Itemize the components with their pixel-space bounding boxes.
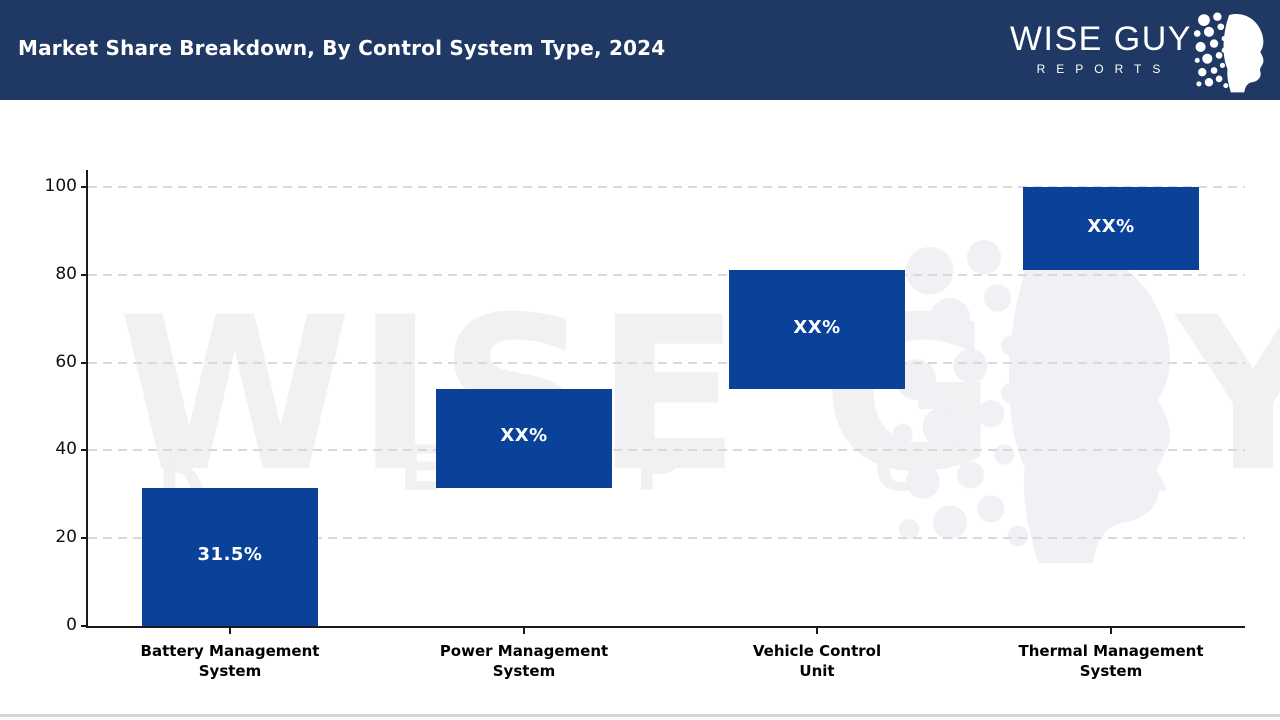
category-label-3: Vehicle Control Unit <box>697 641 937 682</box>
y-tick-40 <box>81 449 88 452</box>
y-tick-label-80: 80 <box>55 263 77 284</box>
x-tick-4 <box>1110 628 1112 634</box>
bar-4 <box>1023 187 1199 271</box>
category-label-2: Power Management System <box>404 641 644 682</box>
bar-3 <box>729 270 905 389</box>
x-tick-1 <box>229 628 231 634</box>
bottom-divider <box>0 714 1280 717</box>
y-tick-80 <box>81 273 88 276</box>
y-axis-line <box>86 170 88 628</box>
category-label-line: System <box>492 662 556 681</box>
header-bar: Market Share Breakdown, By Control Syste… <box>0 0 1280 100</box>
y-tick-20 <box>81 537 88 540</box>
y-tick-60 <box>81 361 88 364</box>
x-tick-2 <box>523 628 525 634</box>
gridline-80 <box>88 273 1245 276</box>
watermark-head-icon <box>888 240 1171 564</box>
bar-label-1: 31.5% <box>197 543 263 565</box>
gridline-100 <box>88 186 1245 188</box>
category-label-line: System <box>198 662 262 681</box>
y-tick-label-100: 100 <box>44 176 77 196</box>
category-label-line: Power Management <box>439 642 609 660</box>
y-tick-label-60: 60 <box>55 351 77 372</box>
bar-label-3: XX% <box>793 316 841 338</box>
category-label-4: Thermal Management System <box>991 641 1231 682</box>
y-tick-100 <box>81 186 88 188</box>
logo-wordmark: WISE GUY REPORTS <box>1010 20 1192 76</box>
logo-head-icon <box>1193 12 1264 93</box>
category-label-line: Battery Management <box>140 642 320 660</box>
bar-label-2: XX% <box>500 425 548 447</box>
page-title: Market Share Breakdown, By Control Syste… <box>18 36 666 60</box>
logo-name-text: WISE GUY <box>1009 20 1192 58</box>
x-axis-line <box>86 626 1245 628</box>
y-tick-label-20: 20 <box>55 527 77 548</box>
gridline-20 <box>88 537 1245 540</box>
wise-guy-logo: WISE GUY REPORTS <box>1010 4 1270 96</box>
bottom-strip <box>0 717 1280 720</box>
category-label-line: Vehicle Control <box>752 642 882 660</box>
bar-2 <box>436 388 612 488</box>
category-label-line: System <box>1079 662 1143 681</box>
gridline-60 <box>88 361 1245 364</box>
logo-subtitle-text: REPORTS <box>1036 62 1172 76</box>
category-label-line: Unit <box>799 662 835 681</box>
y-tick-label-0: 0 <box>66 615 77 635</box>
x-tick-3 <box>816 628 818 634</box>
gridline-40 <box>88 449 1245 452</box>
category-label-line: Thermal Management <box>1018 642 1204 660</box>
category-label-1: Battery Management System <box>110 641 350 682</box>
y-tick-label-40: 40 <box>55 439 77 460</box>
y-tick-0 <box>81 625 88 627</box>
bar-1 <box>142 487 318 626</box>
bar-label-4: XX% <box>1087 215 1135 237</box>
